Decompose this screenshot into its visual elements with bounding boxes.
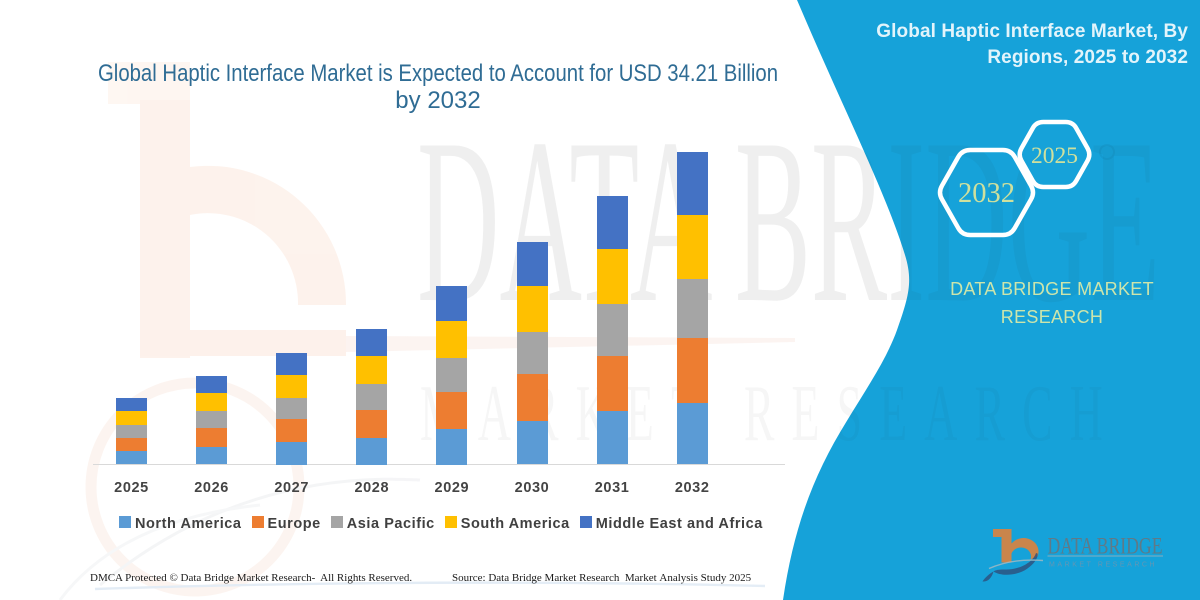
svg-text:MARKET RESEARCH: MARKET RESEARCH <box>420 370 1120 458</box>
svg-text:DATA BRIDGE: DATA BRIDGE <box>1048 534 1163 560</box>
svg-text:MARKET RESEARCH: MARKET RESEARCH <box>1049 562 1159 569</box>
svg-text:Global Haptic Interface Market: Global Haptic Interface Market is Expect… <box>98 60 778 87</box>
svg-text:2025: 2025 <box>1031 143 1078 169</box>
svg-text:2032: 2032 <box>958 178 1015 209</box>
svg-text:by 2032: by 2032 <box>395 87 480 114</box>
